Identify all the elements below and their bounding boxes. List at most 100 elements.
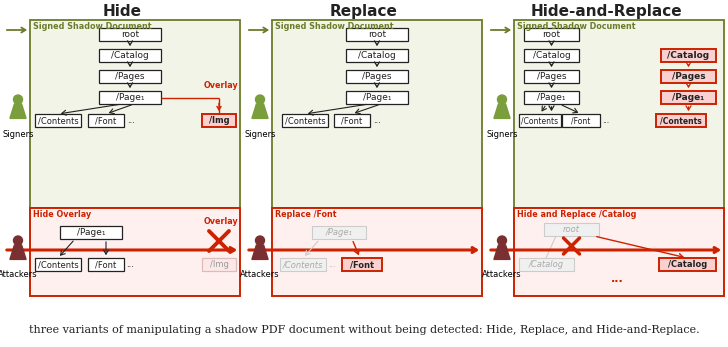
Text: /Contents: /Contents [285, 116, 325, 125]
Text: /Contents: /Contents [38, 260, 79, 269]
Text: /Pages: /Pages [115, 72, 145, 81]
Bar [346, 91, 408, 104]
Bar [88, 258, 124, 271]
Bar [519, 258, 574, 271]
Text: Signers: Signers [245, 130, 276, 139]
Text: /Page₁: /Page₁ [673, 93, 705, 102]
Bar [202, 114, 236, 127]
Text: root: root [542, 30, 561, 39]
Text: /Font: /Font [341, 116, 363, 125]
Bar [99, 28, 161, 41]
Text: Hide: Hide [103, 3, 141, 18]
Bar [99, 70, 161, 83]
Text: Replace /Font: Replace /Font [275, 210, 336, 219]
Bar [272, 208, 482, 296]
Text: /Catalog: /Catalog [668, 51, 710, 60]
Bar [661, 70, 716, 83]
Text: ...: ... [373, 116, 381, 125]
Text: /Font: /Font [350, 260, 374, 269]
Bar [202, 258, 236, 271]
Text: /Contents: /Contents [282, 260, 323, 269]
Text: Signers: Signers [486, 130, 518, 139]
Text: /Contents: /Contents [660, 116, 702, 125]
Text: /Catalog: /Catalog [111, 51, 149, 60]
Text: /Page₁: /Page₁ [325, 228, 352, 237]
Bar [312, 226, 366, 239]
Circle shape [497, 95, 507, 104]
Text: /Page₁: /Page₁ [76, 228, 106, 237]
Text: /Page₁: /Page₁ [363, 93, 391, 102]
Bar [342, 258, 382, 271]
Text: /Pages: /Pages [537, 72, 566, 81]
Text: Signed Shadow Document: Signed Shadow Document [517, 22, 636, 31]
Bar [524, 70, 579, 83]
Text: /Catalog: /Catalog [533, 51, 570, 60]
Bar [30, 20, 240, 208]
Text: root: root [368, 30, 386, 39]
Bar [346, 28, 408, 41]
Text: /Page₁: /Page₁ [537, 93, 566, 102]
Text: Attackers: Attackers [482, 270, 522, 279]
Circle shape [14, 95, 23, 104]
Bar [30, 208, 240, 296]
Text: ...: ... [611, 274, 624, 284]
Bar [661, 91, 716, 104]
Bar [99, 91, 161, 104]
Text: /Pages: /Pages [363, 72, 392, 81]
Text: Signers: Signers [2, 130, 33, 139]
Text: root: root [121, 30, 139, 39]
Bar [88, 114, 124, 127]
Bar [514, 208, 724, 296]
Bar [524, 49, 579, 62]
Text: ...: ... [127, 116, 135, 125]
Bar [282, 114, 328, 127]
Text: Hide Overlay: Hide Overlay [33, 210, 91, 219]
Text: Overlay: Overlay [204, 217, 239, 226]
Bar [334, 114, 370, 127]
Bar [99, 49, 161, 62]
Bar [524, 28, 579, 41]
Polygon shape [252, 245, 268, 260]
Bar [544, 223, 599, 236]
Bar [514, 20, 724, 208]
Text: /Font: /Font [571, 116, 590, 125]
Text: Hide-and-Replace: Hide-and-Replace [530, 3, 682, 18]
Text: Overlay: Overlay [204, 81, 239, 90]
Text: /Catalog: /Catalog [358, 51, 396, 60]
Text: root: root [563, 225, 580, 234]
Bar [280, 258, 326, 271]
Text: /Img: /Img [210, 260, 229, 269]
Bar [35, 114, 81, 127]
Text: /Contents: /Contents [38, 116, 79, 125]
Circle shape [256, 95, 264, 104]
Text: Signed Shadow Document: Signed Shadow Document [33, 22, 151, 31]
Text: /Catalog: /Catalog [668, 260, 707, 269]
Bar [60, 226, 122, 239]
Text: ...: ... [328, 260, 336, 269]
Text: three variants of manipulating a shadow PDF document without being detected: Hid: three variants of manipulating a shadow … [28, 325, 700, 335]
Text: Hide and Replace /Catalog: Hide and Replace /Catalog [517, 210, 636, 219]
Text: Attackers: Attackers [0, 270, 38, 279]
Text: /Catalog: /Catalog [529, 260, 564, 269]
Circle shape [497, 236, 507, 245]
Bar [524, 91, 579, 104]
Text: Signed Shadow Document: Signed Shadow Document [275, 22, 394, 31]
Text: /Font: /Font [95, 116, 116, 125]
Bar [272, 20, 482, 208]
Polygon shape [10, 245, 26, 260]
Polygon shape [494, 245, 510, 260]
Text: /Pages: /Pages [672, 72, 705, 81]
Bar [519, 114, 561, 127]
Text: ...: ... [126, 260, 134, 269]
Text: Attackers: Attackers [240, 270, 280, 279]
Text: ...: ... [602, 116, 609, 125]
Text: /Img: /Img [209, 116, 229, 125]
Polygon shape [10, 104, 26, 118]
Bar [346, 70, 408, 83]
Text: Replace: Replace [330, 3, 398, 18]
Text: /Font: /Font [95, 260, 116, 269]
Circle shape [14, 236, 23, 245]
Polygon shape [494, 104, 510, 118]
Bar [659, 258, 716, 271]
Bar [35, 258, 81, 271]
